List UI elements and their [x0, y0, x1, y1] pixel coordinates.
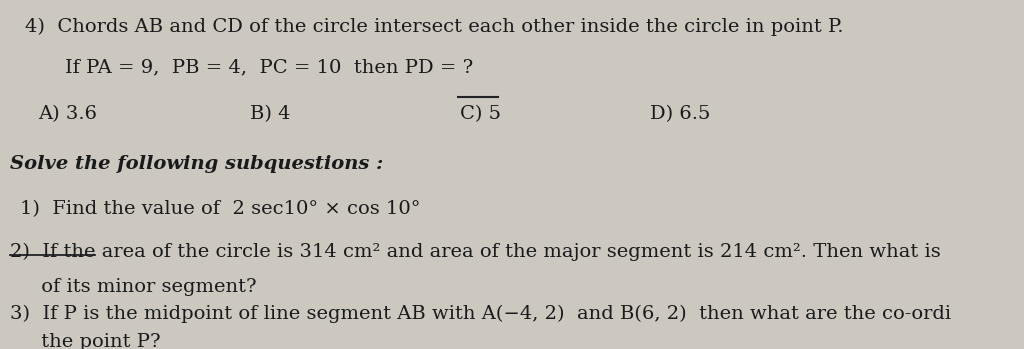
Text: A) 3.6: A) 3.6: [38, 105, 97, 123]
Text: the point P?: the point P?: [10, 333, 161, 349]
Text: If PA = 9,  PB = 4,  PC = 10  then PD = ?: If PA = 9, PB = 4, PC = 10 then PD = ?: [65, 58, 473, 76]
Text: C) 5: C) 5: [460, 105, 501, 123]
Text: 2)  If the area of the circle is 314 cm² and area of the major segment is 214 cm: 2) If the area of the circle is 314 cm² …: [10, 243, 941, 261]
Text: of its minor segment?: of its minor segment?: [10, 278, 257, 296]
Text: D) 6.5: D) 6.5: [650, 105, 711, 123]
Text: 1)  Find the value of  2 sec10° × cos 10°: 1) Find the value of 2 sec10° × cos 10°: [20, 200, 421, 218]
Text: B) 4: B) 4: [250, 105, 291, 123]
Text: Solve the following subquestions :: Solve the following subquestions :: [10, 155, 383, 173]
Text: 4)  Chords AB and CD of the circle intersect each other inside the circle in poi: 4) Chords AB and CD of the circle inters…: [25, 18, 844, 36]
Text: 3)  If P is the midpoint of line segment AB with A(−4, 2)  and B(6, 2)  then wha: 3) If P is the midpoint of line segment …: [10, 305, 951, 323]
